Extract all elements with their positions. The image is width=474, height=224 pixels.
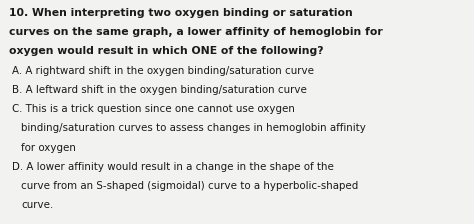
Text: curve from an S-shaped (sigmoidal) curve to a hyperbolic-shaped: curve from an S-shaped (sigmoidal) curve… xyxy=(21,181,358,191)
Text: D. A lower affinity would result in a change in the shape of the: D. A lower affinity would result in a ch… xyxy=(12,162,334,172)
Text: binding/saturation curves to assess changes in hemoglobin affinity: binding/saturation curves to assess chan… xyxy=(21,123,366,134)
Text: A. A rightward shift in the oxygen binding/saturation curve: A. A rightward shift in the oxygen bindi… xyxy=(12,66,314,76)
Text: oxygen would result in which ONE of the following?: oxygen would result in which ONE of the … xyxy=(9,46,323,56)
Text: C. This is a trick question since one cannot use oxygen: C. This is a trick question since one ca… xyxy=(12,104,295,114)
Text: 10. When interpreting two oxygen binding or saturation: 10. When interpreting two oxygen binding… xyxy=(9,8,352,18)
Text: for oxygen: for oxygen xyxy=(21,143,76,153)
Text: curve.: curve. xyxy=(21,200,54,211)
Text: B. A leftward shift in the oxygen binding/saturation curve: B. A leftward shift in the oxygen bindin… xyxy=(12,85,307,95)
Text: curves on the same graph, a lower affinity of hemoglobin for: curves on the same graph, a lower affini… xyxy=(9,27,383,37)
